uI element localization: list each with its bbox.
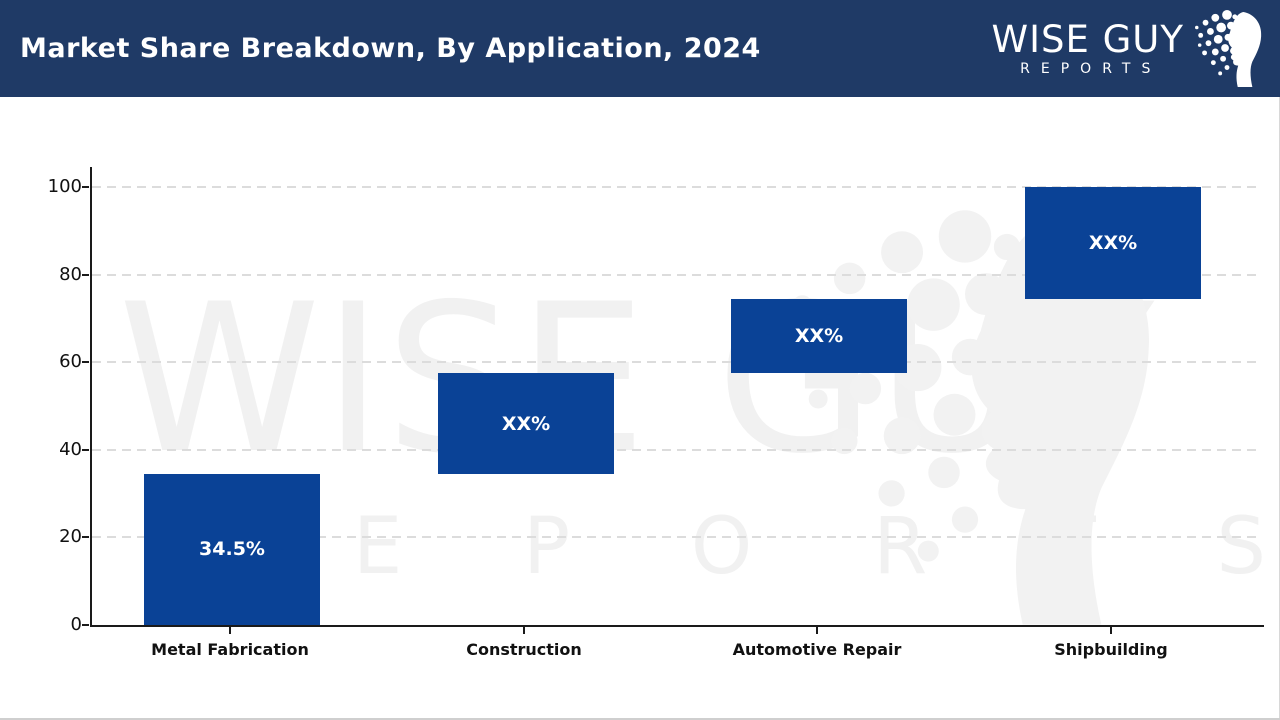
x-axis-category-label: Automotive Repair bbox=[732, 640, 902, 659]
x-axis-category-label: Shipbuilding bbox=[1054, 640, 1168, 659]
y-axis-tick-mark bbox=[82, 536, 89, 539]
x-axis-category-label: Construction bbox=[466, 640, 582, 659]
y-axis-tick-mark bbox=[82, 361, 89, 364]
y-axis-tick-label: 80 bbox=[59, 263, 82, 285]
y-gridline-80 bbox=[92, 273, 1256, 276]
wise-guy-reports-logo: WISE GUY REPORTS bbox=[992, 9, 1280, 89]
y-axis-tick-label: 100 bbox=[47, 176, 82, 197]
logo-text: WISE GUY REPORTS bbox=[992, 21, 1184, 76]
y-axis-tick-label: 60 bbox=[59, 351, 82, 373]
y-axis-tick-label: 20 bbox=[59, 526, 82, 548]
y-gridline-60 bbox=[92, 361, 1256, 364]
y-axis-tick-mark bbox=[82, 186, 89, 188]
x-axis-tick-mark bbox=[523, 627, 525, 634]
y-axis-tick-mark bbox=[82, 273, 89, 276]
bar-construction[interactable]: XX% bbox=[438, 373, 614, 474]
page-title: Market Share Breakdown, By Application, … bbox=[20, 33, 761, 64]
x-axis-tick-mark bbox=[816, 627, 818, 634]
y-axis-tick-label: 40 bbox=[59, 438, 82, 460]
y-gridline-20 bbox=[92, 536, 1256, 539]
y-axis-tick-mark bbox=[82, 624, 89, 626]
logo-subtitle: REPORTS bbox=[1020, 61, 1162, 77]
x-axis-category-label: Metal Fabrication bbox=[151, 640, 309, 659]
bar-metal-fabrication[interactable]: 34.5% bbox=[144, 473, 320, 625]
plot-area: 34.5% XX% XX% XX% bbox=[90, 167, 1264, 627]
watermark-head-profile bbox=[793, 210, 1149, 625]
y-axis-tick-mark bbox=[82, 448, 89, 451]
y-axis-tick-label: 0 bbox=[70, 614, 82, 635]
head-profile-icon bbox=[1195, 9, 1262, 87]
page-bottom-edge bbox=[0, 718, 1280, 720]
header-bar: Market Share Breakdown, By Application, … bbox=[0, 0, 1280, 97]
y-gridline-40 bbox=[92, 448, 1256, 451]
bar-value-label: XX% bbox=[794, 324, 844, 347]
bar-value-label: XX% bbox=[501, 412, 551, 435]
bar-value-label: 34.5% bbox=[199, 538, 265, 561]
x-axis-tick-mark bbox=[229, 627, 231, 634]
bar-automotive-repair[interactable]: XX% bbox=[731, 298, 907, 374]
bar-shipbuilding[interactable]: XX% bbox=[1025, 187, 1201, 299]
bar-value-label: XX% bbox=[1088, 231, 1138, 254]
logo-wordmark: WISE GUY bbox=[991, 18, 1184, 61]
x-axis-tick-mark bbox=[1110, 627, 1112, 634]
y-gridline-100 bbox=[92, 186, 1256, 188]
